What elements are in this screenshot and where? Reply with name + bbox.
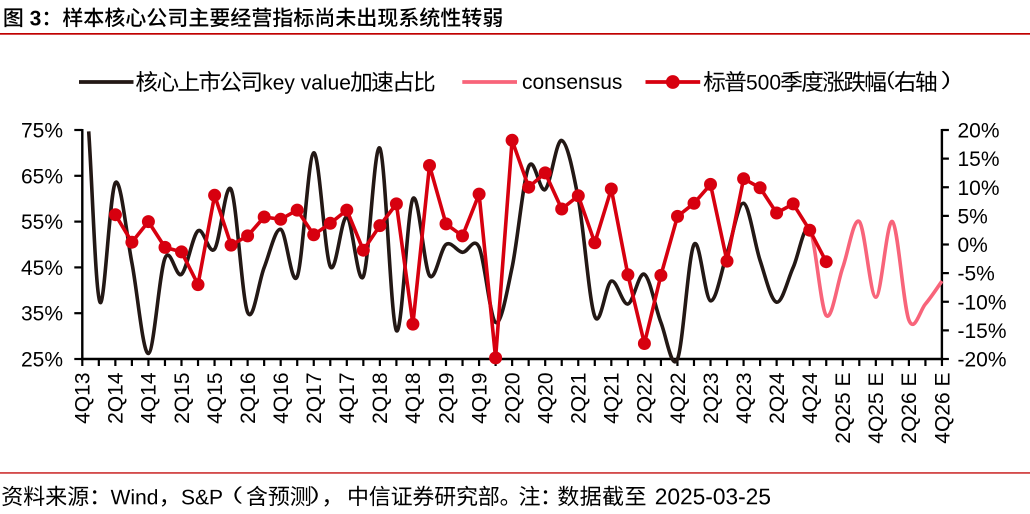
svg-text:35%: 35% xyxy=(21,303,63,326)
svg-text:4Q20: 4Q20 xyxy=(535,373,558,424)
svg-text:4Q13: 4Q13 xyxy=(72,373,95,424)
svg-text:2Q26 E: 2Q26 E xyxy=(898,373,921,444)
svg-text:4Q19: 4Q19 xyxy=(468,373,491,424)
svg-text:25%: 25% xyxy=(21,349,63,372)
svg-text:4Q23: 4Q23 xyxy=(733,373,756,424)
svg-text:4Q17: 4Q17 xyxy=(336,373,359,424)
svg-text:4Q14: 4Q14 xyxy=(138,372,161,424)
svg-text:2Q23: 2Q23 xyxy=(700,373,723,424)
svg-text:-10%: -10% xyxy=(958,291,1007,314)
svg-text:-20%: -20% xyxy=(958,349,1007,372)
svg-text:75%: 75% xyxy=(21,120,63,143)
svg-text:2Q18: 2Q18 xyxy=(369,373,392,424)
svg-text:2Q19: 2Q19 xyxy=(435,373,458,424)
svg-text:2Q24: 2Q24 xyxy=(766,372,789,424)
svg-text:2Q15: 2Q15 xyxy=(171,373,194,424)
svg-text:0%: 0% xyxy=(958,234,988,257)
svg-text:4Q18: 4Q18 xyxy=(402,373,425,424)
svg-text:4Q26 E: 4Q26 E xyxy=(931,373,954,444)
svg-text:2Q17: 2Q17 xyxy=(303,373,326,424)
svg-text:4Q24: 4Q24 xyxy=(799,372,822,424)
svg-text:4Q22: 4Q22 xyxy=(667,373,690,424)
svg-text:2Q14: 2Q14 xyxy=(105,372,128,424)
svg-text:4Q21: 4Q21 xyxy=(601,373,624,424)
svg-text:2Q25 E: 2Q25 E xyxy=(832,373,855,444)
svg-text:10%: 10% xyxy=(958,177,1000,200)
svg-text:65%: 65% xyxy=(21,165,63,188)
svg-text:-15%: -15% xyxy=(958,320,1007,343)
svg-text:45%: 45% xyxy=(21,257,63,280)
svg-text:2Q20: 2Q20 xyxy=(501,373,524,424)
svg-text:consensus: consensus xyxy=(522,71,622,94)
svg-text:2Q22: 2Q22 xyxy=(634,373,657,424)
svg-text:2Q21: 2Q21 xyxy=(568,373,591,424)
svg-text:4Q16: 4Q16 xyxy=(270,373,293,424)
svg-text:2Q16: 2Q16 xyxy=(237,373,260,424)
svg-text:-5%: -5% xyxy=(958,263,995,286)
svg-text:5%: 5% xyxy=(958,205,988,228)
svg-text:15%: 15% xyxy=(958,148,1000,171)
svg-text:20%: 20% xyxy=(958,120,1000,143)
svg-text:4Q25 E: 4Q25 E xyxy=(865,373,888,444)
svg-text:4Q15: 4Q15 xyxy=(204,373,227,424)
svg-text:55%: 55% xyxy=(21,211,63,234)
